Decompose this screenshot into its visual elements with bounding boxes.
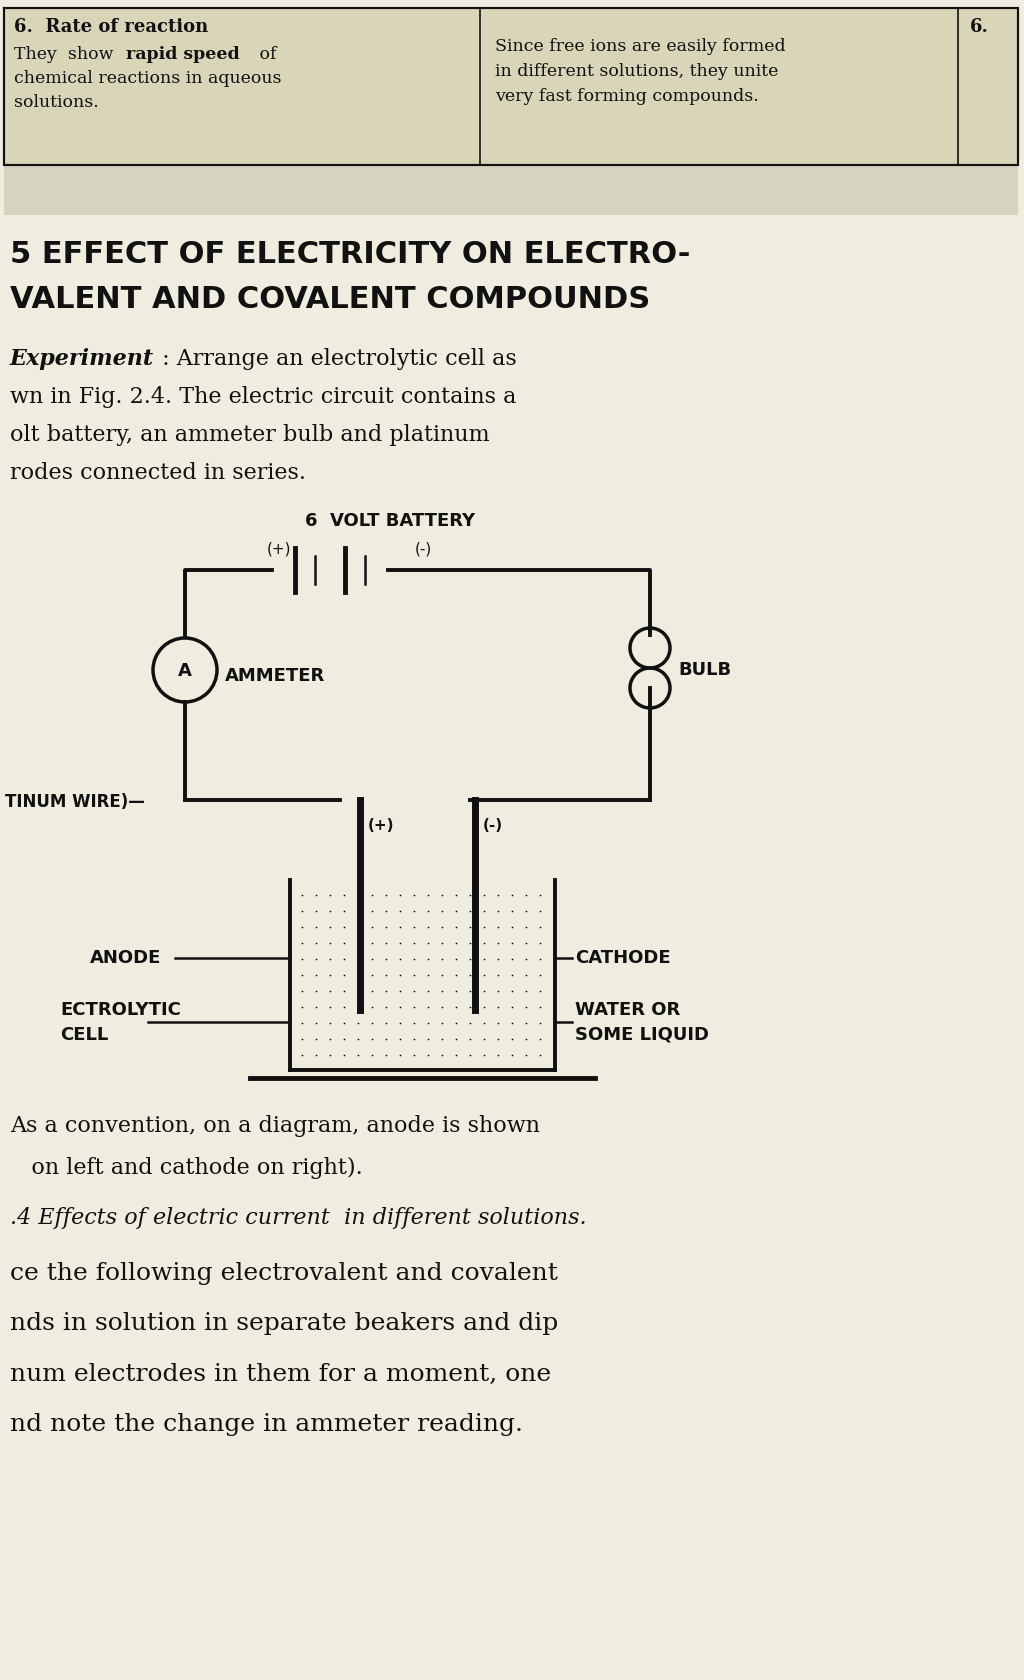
Text: CELL: CELL [60,1026,109,1043]
Text: WATER OR: WATER OR [575,1001,680,1020]
Text: olt battery, an ammeter bulb and platinum: olt battery, an ammeter bulb and platinu… [10,423,489,445]
Text: ECTROLYTIC: ECTROLYTIC [60,1001,181,1020]
Text: very fast forming compounds.: very fast forming compounds. [495,87,759,104]
Text: in different solutions, they unite: in different solutions, they unite [495,62,778,81]
Text: Experiment: Experiment [10,348,155,370]
Text: chemical reactions in aqueous: chemical reactions in aqueous [14,71,282,87]
Text: (-): (-) [415,543,432,558]
Text: of: of [254,45,276,62]
Text: SOME LIQUID: SOME LIQUID [575,1026,709,1043]
Bar [4,8,1018,165]
Text: nds in solution in separate beakers and dip: nds in solution in separate beakers and … [10,1312,558,1336]
Text: nd note the change in ammeter reading.: nd note the change in ammeter reading. [10,1413,523,1436]
Text: VALENT AND COVALENT COMPOUNDS: VALENT AND COVALENT COMPOUNDS [10,286,650,314]
Text: Since free ions are easily formed: Since free ions are easily formed [495,39,785,55]
Text: ANODE: ANODE [90,949,162,968]
Text: : Arrange an electrolytic cell as: : Arrange an electrolytic cell as [155,348,517,370]
Text: wn in Fig. 2.4. The electric circuit contains a: wn in Fig. 2.4. The electric circuit con… [10,386,516,408]
Text: ce the following electrovalent and covalent: ce the following electrovalent and coval… [10,1262,558,1285]
Text: They  show: They show [14,45,119,62]
Text: .4 Effects of electric current  in different solutions.: .4 Effects of electric current in differ… [10,1208,587,1230]
Text: (+): (+) [267,543,292,558]
Text: BULB: BULB [678,660,731,679]
Text: solutions.: solutions. [14,94,98,111]
Text: (+): (+) [368,818,394,833]
Text: 6.: 6. [970,18,989,35]
Text: rapid speed: rapid speed [126,45,240,62]
Text: A: A [178,662,191,680]
Text: TINUM WIRE)—: TINUM WIRE)— [5,793,144,811]
Text: (-): (-) [483,818,503,833]
Text: num electrodes in them for a moment, one: num electrodes in them for a moment, one [10,1362,551,1386]
Text: 6.  Rate of reaction: 6. Rate of reaction [14,18,208,35]
Bar [4,165,1018,215]
Text: 5 EFFECT OF ELECTRICITY ON ELECTRO-: 5 EFFECT OF ELECTRICITY ON ELECTRO- [10,240,690,269]
Text: 6  VOLT BATTERY: 6 VOLT BATTERY [305,512,475,529]
Text: AMMETER: AMMETER [225,667,326,685]
Text: on left and cathode on right).: on left and cathode on right). [10,1158,362,1179]
Text: CATHODE: CATHODE [575,949,671,968]
Text: rodes connected in series.: rodes connected in series. [10,462,306,484]
Text: As a convention, on a diagram, anode is shown: As a convention, on a diagram, anode is … [10,1116,540,1137]
